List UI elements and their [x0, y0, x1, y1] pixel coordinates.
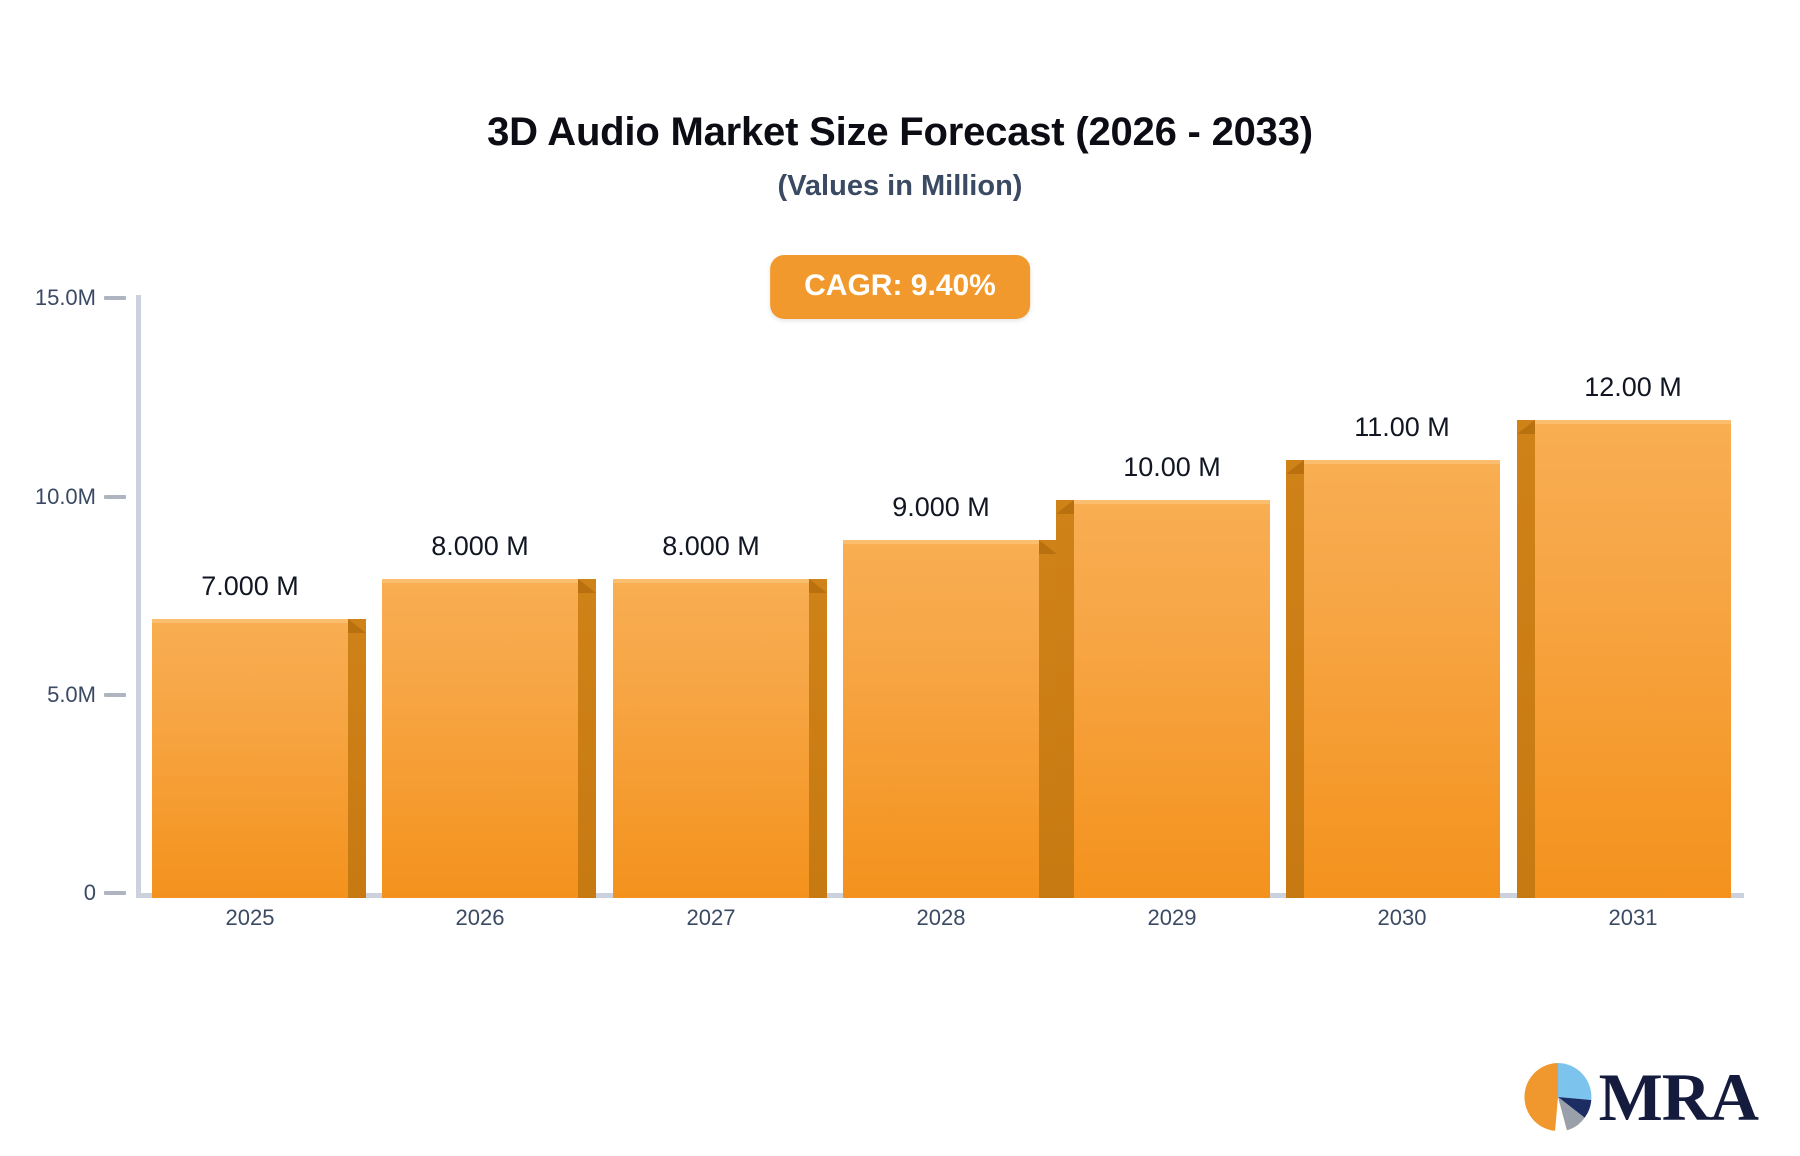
x-tick-label-2028: 2028 [916, 905, 966, 930]
bar-top-edge [152, 619, 348, 623]
bar-face [613, 579, 809, 898]
chart-subtitle: (Values in Million) [777, 170, 1023, 202]
bar-top-edge [382, 579, 578, 583]
bar-2031[interactable]: 12.00 M [1517, 372, 1731, 898]
x-tick-label-2030: 2030 [1377, 905, 1427, 930]
bar-value-label: 8.000 M [662, 531, 760, 561]
bar-2029[interactable]: 10.00 M [1056, 452, 1270, 898]
bar-top-edge [1304, 460, 1500, 464]
bar-side-face [1056, 500, 1074, 898]
y-axis-line [136, 295, 141, 897]
bar-face [843, 540, 1039, 898]
bar-side-face [809, 579, 827, 898]
bar-top-edge [1535, 420, 1731, 424]
bar-value-label: 11.00 M [1354, 412, 1450, 442]
x-tick-label-2029: 2029 [1147, 905, 1197, 930]
bar-side-face [1039, 540, 1057, 898]
bar-face [1535, 420, 1731, 898]
y-tick-mark-15 [104, 296, 126, 300]
bar-2030[interactable]: 11.00 M [1286, 412, 1500, 898]
bar-value-label: 10.00 M [1123, 452, 1221, 482]
bar-face [152, 619, 348, 898]
bar-side-face [578, 579, 596, 898]
bar-face [1304, 460, 1500, 898]
bar-face [1074, 500, 1270, 898]
y-tick-label-5: 5.0M [47, 682, 96, 707]
bar-value-label: 7.000 M [201, 571, 299, 601]
x-tick-label-2025: 2025 [225, 905, 275, 930]
bar-side-face [1286, 460, 1304, 898]
y-tick-label-15: 15.0M [34, 285, 96, 310]
bar-value-label: 12.00 M [1584, 372, 1682, 402]
bar-top-edge [843, 540, 1039, 544]
bar-2026[interactable]: 8.000 M [382, 531, 596, 898]
y-tick-mark-0 [104, 891, 126, 895]
mra-logo: MRA [1521, 1059, 1759, 1135]
cagr-badge: CAGR: 9.40% [770, 255, 1030, 319]
y-tick-mark-10 [104, 495, 126, 499]
bar-face [382, 579, 578, 898]
bar-2025[interactable]: 7.000 M [152, 571, 366, 898]
logo-text: MRA [1598, 1059, 1759, 1135]
y-tick-mark-5 [104, 693, 126, 697]
y-tick-label-0: 0 [83, 880, 96, 905]
page-title: 3D Audio Market Size Forecast (2026 - 20… [487, 110, 1313, 154]
y-tick-label-10: 10.0M [34, 484, 96, 509]
bar-top-edge [1074, 500, 1270, 504]
bar-value-label: 9.000 M [892, 492, 990, 522]
x-tick-label-2027: 2027 [686, 905, 736, 930]
x-tick-label-2026: 2026 [455, 905, 505, 930]
bar-side-face [348, 619, 366, 898]
bar-2027[interactable]: 8.000 M [613, 531, 827, 898]
pie-chart-icon [1521, 1060, 1595, 1134]
bar-side-face [1517, 420, 1535, 898]
bar-value-label: 8.000 M [431, 531, 529, 561]
bar-2028[interactable]: 9.000 M [843, 492, 1057, 898]
bar-top-edge [613, 579, 809, 583]
x-tick-label-2031: 2031 [1608, 905, 1658, 930]
